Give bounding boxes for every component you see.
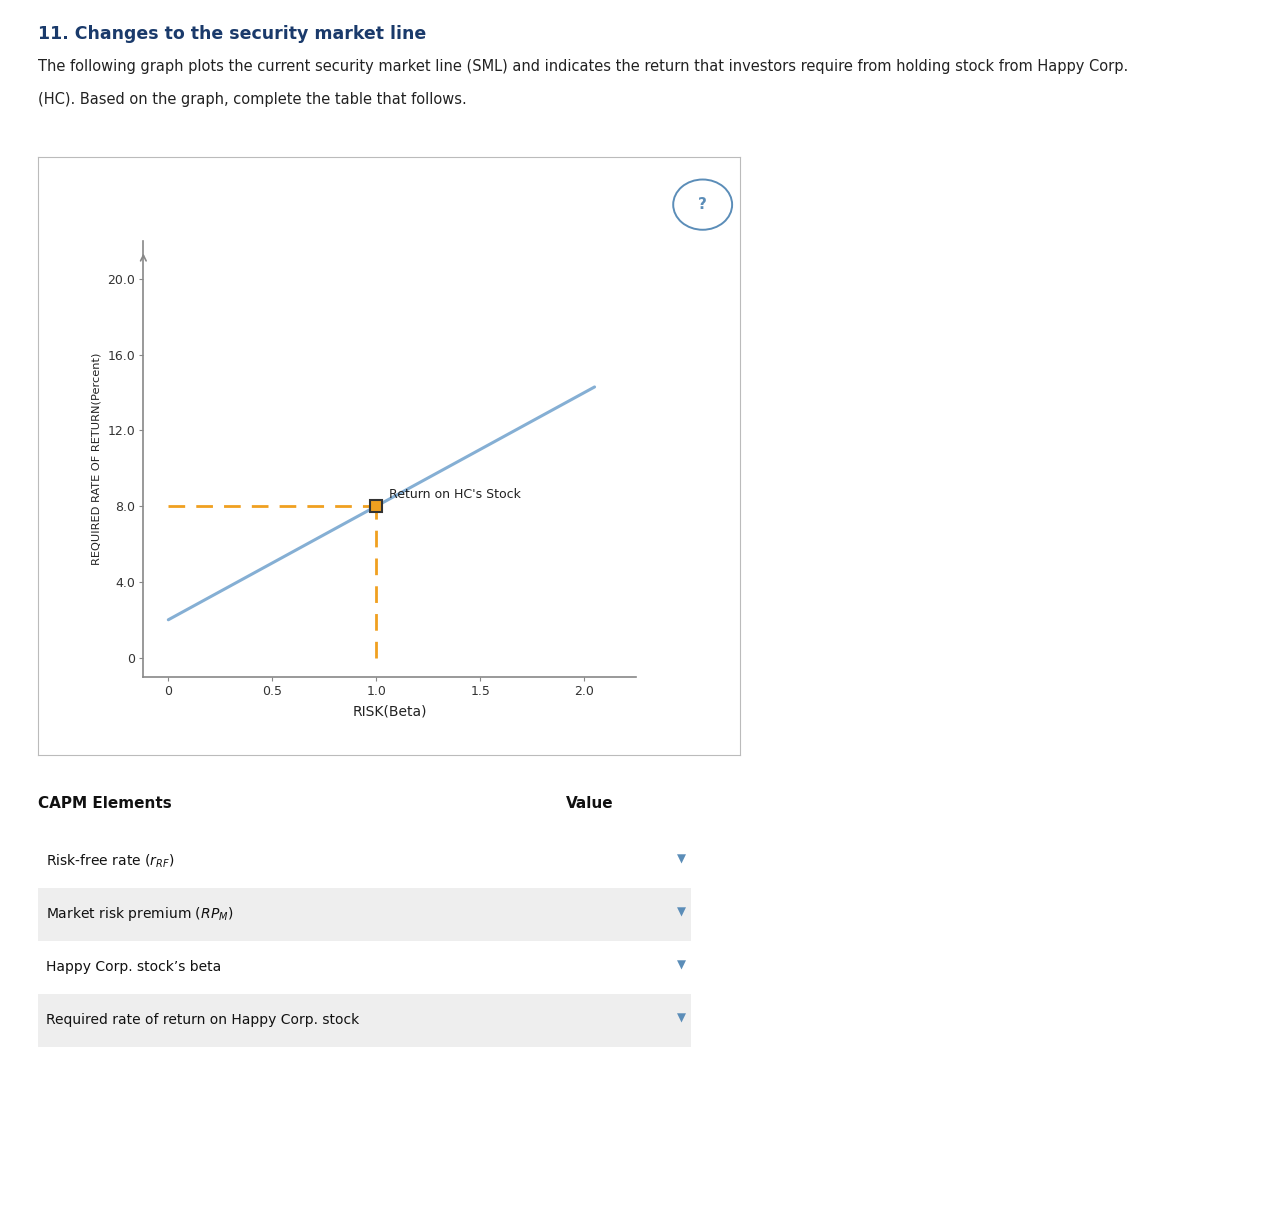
Y-axis label: REQUIRED RATE OF RETURN(Percent): REQUIRED RATE OF RETURN(Percent): [92, 352, 101, 566]
Text: ▼: ▼: [677, 959, 686, 971]
Text: CAPM Elements: CAPM Elements: [38, 796, 172, 810]
Text: ?: ?: [698, 197, 707, 212]
Text: ▼: ▼: [677, 853, 686, 865]
X-axis label: RISK(Beta): RISK(Beta): [352, 704, 428, 719]
Text: 11. Changes to the security market line: 11. Changes to the security market line: [38, 25, 426, 43]
Text: Value: Value: [566, 796, 613, 810]
Circle shape: [673, 180, 732, 230]
Text: ▼: ▼: [677, 906, 686, 918]
Text: Risk-free rate ($r_{RF}$): Risk-free rate ($r_{RF}$): [46, 853, 174, 870]
Text: Market risk premium ($RP_M$): Market risk premium ($RP_M$): [46, 906, 233, 923]
Text: ▼: ▼: [677, 1012, 686, 1024]
Text: (HC). Based on the graph, complete the table that follows.: (HC). Based on the graph, complete the t…: [38, 92, 467, 106]
Text: Return on HC's Stock: Return on HC's Stock: [389, 488, 521, 502]
Text: Happy Corp. stock’s beta: Happy Corp. stock’s beta: [46, 960, 221, 974]
Text: Required rate of return on Happy Corp. stock: Required rate of return on Happy Corp. s…: [46, 1013, 360, 1028]
Text: The following graph plots the current security market line (SML) and indicates t: The following graph plots the current se…: [38, 59, 1129, 74]
